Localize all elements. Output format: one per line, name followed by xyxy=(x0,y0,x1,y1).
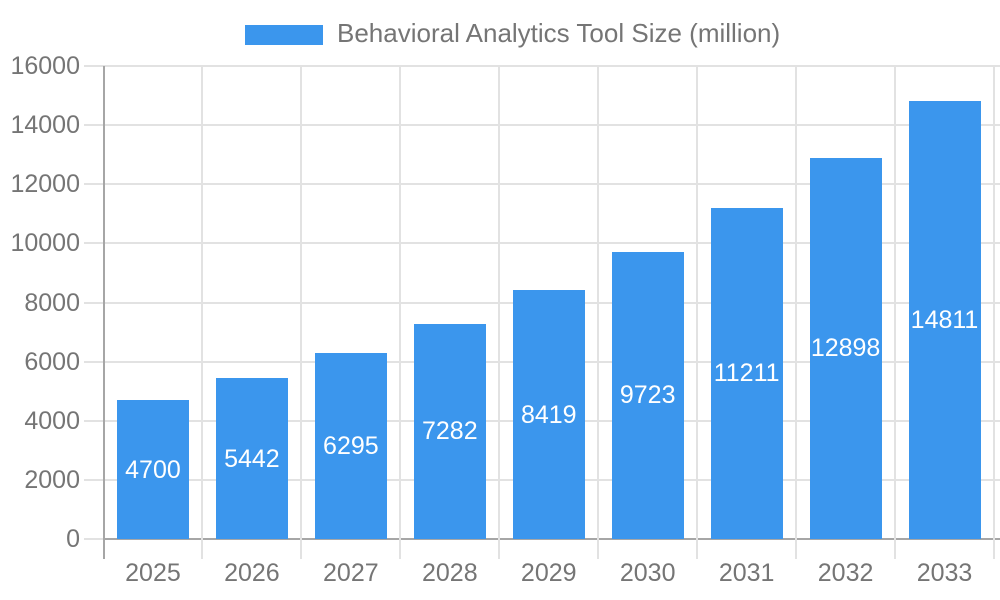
grid-line-horizontal xyxy=(83,124,1000,127)
grid-line-vertical xyxy=(300,66,303,559)
bar-value-label: 14811 xyxy=(910,306,979,335)
x-axis-line xyxy=(103,538,1000,540)
x-axis-label: 2030 xyxy=(619,559,676,587)
bar xyxy=(809,157,882,539)
bar-value-label: 8419 xyxy=(520,400,577,429)
bar xyxy=(908,101,981,539)
legend-color-swatch-icon xyxy=(245,25,323,45)
grid-line-horizontal xyxy=(83,242,1000,245)
x-axis-label: 2028 xyxy=(421,559,478,587)
y-axis-label: 4000 xyxy=(24,406,80,435)
bar-value-label: 9723 xyxy=(619,381,676,410)
bar xyxy=(710,207,783,539)
x-axis-label: 2032 xyxy=(817,559,874,587)
bar-value-label: 6295 xyxy=(323,431,379,460)
bar xyxy=(314,352,387,539)
bar-value-label: 7282 xyxy=(421,417,478,446)
bar xyxy=(512,290,585,539)
bar xyxy=(116,400,189,539)
bar xyxy=(413,323,486,539)
x-axis-label: 2029 xyxy=(520,559,577,587)
bar-value-label: 12898 xyxy=(810,334,881,363)
grid-line-vertical xyxy=(696,66,699,559)
grid-line-horizontal xyxy=(83,183,1000,186)
bar-value-label: 5442 xyxy=(224,444,280,473)
grid-line-vertical xyxy=(993,66,995,559)
grid-line-vertical xyxy=(399,66,402,559)
y-axis-label: 8000 xyxy=(24,288,80,317)
y-axis-label: 12000 xyxy=(10,170,80,199)
grid-line-vertical xyxy=(894,66,897,559)
x-axis-label: 2025 xyxy=(125,559,181,587)
grid-line-vertical xyxy=(201,66,204,559)
legend-label: Behavioral Analytics Tool Size (million) xyxy=(337,18,781,48)
grid-line-vertical xyxy=(597,66,600,559)
bar-value-label: 4700 xyxy=(125,455,181,484)
y-axis-label: 2000 xyxy=(24,465,80,494)
y-axis-line xyxy=(102,66,105,559)
y-axis-label: 6000 xyxy=(24,347,80,376)
grid-line-vertical xyxy=(498,66,501,559)
y-axis-tick xyxy=(83,538,104,540)
legend[interactable]: Behavioral Analytics Tool Size (million) xyxy=(0,0,1000,58)
grid-line-vertical xyxy=(795,66,798,559)
y-axis-label: 16000 xyxy=(10,52,80,80)
x-axis-label: 2027 xyxy=(323,559,379,587)
x-axis-label: 2033 xyxy=(916,559,973,587)
x-axis-label: 2026 xyxy=(224,559,280,587)
bar xyxy=(611,251,684,539)
grid-line-horizontal xyxy=(83,65,1000,67)
y-axis-label: 0 xyxy=(66,525,80,553)
y-axis-label: 14000 xyxy=(10,111,80,140)
x-axis-label: 2031 xyxy=(718,559,775,587)
bar xyxy=(215,378,288,539)
y-axis-label: 10000 xyxy=(10,229,80,258)
bar-value-label: 11211 xyxy=(713,359,780,388)
